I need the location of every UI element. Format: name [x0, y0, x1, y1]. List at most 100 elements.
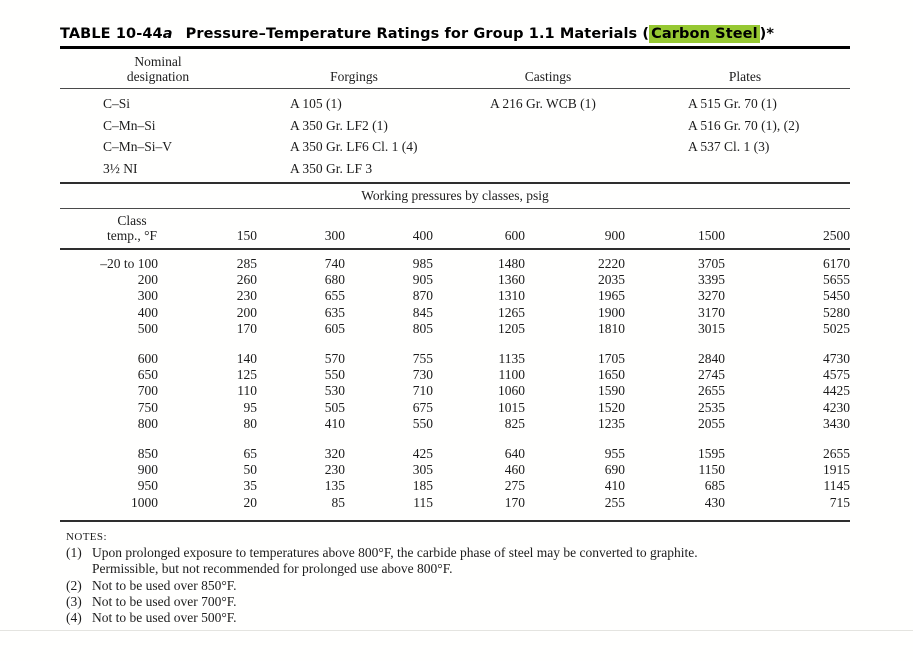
table-number: TABLE 10-44 [60, 26, 163, 42]
materials-header-rule [60, 88, 850, 89]
working-pressures-heading: Working pressures by classes, psig [361, 188, 549, 203]
temp-cell: 600 [137, 351, 158, 367]
value-cell: 255 [604, 494, 625, 510]
value-cell: 35 [243, 478, 258, 494]
materials-header-castings: Castings [524, 69, 572, 84]
pressure-row: –20 to 100 285 740 985 1480 2220 3705 6170 [60, 256, 850, 272]
materials-header-nominal: Nominal designation [60, 54, 290, 84]
value-cell: 185 [412, 478, 433, 494]
pressure-row: 800 80 410 550 825 1235 2055 3430 [60, 416, 850, 432]
value-cell: 2220 [598, 256, 625, 271]
value-cell: 570 [324, 351, 345, 367]
value-cell: 1235 [598, 415, 625, 431]
value-cell: 410 [604, 478, 625, 494]
value-cell: 1145 [823, 478, 851, 494]
materials-header-plates: Plates [728, 69, 762, 84]
value-cell: 4230 [823, 399, 850, 415]
value-cell: 1520 [598, 399, 625, 415]
value-cell: 320 [324, 446, 345, 462]
class-label-600: 600 [504, 228, 525, 243]
value-cell: 430 [704, 494, 725, 510]
value-cell: 1015 [498, 399, 525, 415]
material-casting [490, 158, 688, 180]
value-cell: 675 [412, 399, 433, 415]
value-cell: 125 [236, 367, 257, 383]
value-cell: 1060 [498, 383, 525, 399]
pressure-row: 650 125 550 730 1100 1650 2745 4575 [60, 367, 850, 383]
value-cell: 505 [324, 399, 345, 415]
value-cell: 1705 [598, 351, 625, 367]
material-casting [490, 136, 688, 158]
page-scan-edge [0, 630, 913, 631]
value-cell: 80 [243, 415, 258, 431]
value-cell: 85 [331, 494, 346, 510]
pressure-group-1: –20 to 100 285 740 985 1480 2220 3705 6170 200 2… [60, 256, 850, 337]
value-cell: 2655 [823, 446, 850, 462]
value-cell: 65 [243, 446, 258, 462]
value-cell: 50 [243, 462, 258, 478]
value-cell: 1900 [598, 304, 625, 320]
temp-cell: 200 [137, 272, 158, 288]
note-number: (3) [66, 594, 82, 610]
temp-cell: 1000 [131, 494, 158, 510]
value-cell: 95 [243, 399, 258, 415]
notes-section: NOTES: (1) Upon prolonged exposure to tem… [60, 530, 850, 627]
class-label-900: 900 [604, 228, 625, 243]
table-content: TABLE 10-44a Pressure–Temperature Ratings… [60, 0, 850, 627]
value-cell: 5280 [823, 304, 850, 320]
header-nominal-line2: designation [126, 69, 190, 84]
value-cell: 845 [412, 304, 433, 320]
note-text: Upon prolonged exposure to temperatures … [92, 544, 698, 577]
temp-cell: 750 [137, 399, 158, 415]
note-text: Not to be used over 850°F. [92, 577, 237, 593]
pressure-row: 850 65 320 425 640 955 1595 2655 [60, 446, 850, 462]
temp-cell: 300 [137, 288, 158, 304]
value-cell: 1480 [498, 256, 525, 271]
value-cell: 755 [412, 351, 433, 367]
pressure-row: 500 170 605 805 1205 1810 3015 5025 [60, 321, 850, 337]
note-number: (4) [66, 610, 82, 626]
value-cell: 3430 [823, 415, 850, 431]
value-cell: 170 [236, 320, 257, 336]
value-cell: 1150 [698, 462, 726, 478]
class-label-2500: 2500 [823, 228, 850, 243]
temp-cell: 700 [137, 383, 158, 399]
pressure-row: 600 140 570 755 1135 1705 2840 4730 [60, 351, 850, 367]
note-number: (2) [66, 577, 82, 593]
class-header-line1: Class [117, 213, 147, 228]
value-cell: 655 [324, 288, 345, 304]
material-designation: C–Mn–Si [103, 117, 156, 133]
temp-cell: 850 [137, 446, 158, 462]
class-header-line2: temp., °F [106, 228, 158, 243]
value-cell: 605 [324, 320, 345, 336]
notes-heading: NOTES: [66, 530, 107, 543]
value-cell: 2035 [598, 272, 625, 288]
value-cell: 425 [412, 446, 433, 462]
materials-header-row: Nominal designation Forgings Castings Pla… [60, 49, 850, 88]
value-cell: 740 [324, 256, 345, 271]
pressure-row: 1000 20 85 115 170 255 430 715 [60, 495, 850, 511]
value-cell: 305 [412, 462, 433, 478]
value-cell: 530 [324, 383, 345, 399]
temp-cell: 500 [137, 320, 158, 336]
material-forging: A 350 Gr. LF6 Cl. 1 (4) [290, 139, 418, 154]
value-cell: 200 [236, 304, 257, 320]
value-cell: 1135 [498, 351, 526, 367]
temp-cell: 400 [137, 304, 158, 320]
material-designation: 3½ NI [103, 160, 138, 176]
temp-cell: –20 to 100 [100, 256, 158, 271]
materials-row: C–Mn–Si A 350 Gr. LF2 (1) A 516 Gr. 70 (1)… [60, 115, 850, 137]
class-header-rule [60, 248, 850, 250]
value-cell: 710 [412, 383, 433, 399]
temp-cell: 650 [137, 367, 158, 383]
value-cell: 230 [236, 288, 257, 304]
value-cell: 3270 [698, 288, 725, 304]
pressure-row: 950 35 135 185 275 410 685 1145 [60, 478, 850, 494]
pressure-row: 300 230 655 870 1310 1965 3270 5450 [60, 288, 850, 304]
temp-cell: 950 [137, 478, 158, 494]
value-cell: 410 [324, 415, 345, 431]
material-plate [688, 158, 850, 180]
materials-header-forgings: Forgings [330, 69, 378, 84]
value-cell: 550 [324, 367, 345, 383]
value-cell: 2745 [698, 367, 725, 383]
